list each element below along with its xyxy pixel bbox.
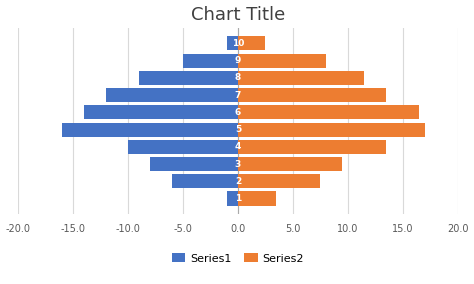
Bar (128, 140, 238, 154)
Bar (238, 88, 386, 102)
Text: 4: 4 (235, 142, 241, 151)
Bar (139, 71, 238, 85)
Bar (238, 140, 386, 154)
Text: 9: 9 (235, 56, 241, 65)
Bar (238, 71, 365, 85)
Text: 10: 10 (232, 39, 244, 48)
Text: 6: 6 (235, 108, 241, 117)
Bar (238, 157, 342, 171)
Bar (238, 105, 419, 119)
Bar (238, 54, 326, 68)
Bar (238, 191, 276, 206)
Bar (238, 122, 425, 137)
Text: 7: 7 (235, 91, 241, 100)
Bar (172, 174, 238, 188)
Bar (238, 174, 320, 188)
Bar (84, 105, 238, 119)
Text: 5: 5 (235, 125, 241, 134)
Bar (150, 157, 238, 171)
Text: 2: 2 (235, 177, 241, 186)
Bar (227, 36, 238, 51)
Title: Chart Title: Chart Title (191, 6, 285, 24)
Text: 8: 8 (235, 73, 241, 82)
Legend: Series1, Series2: Series1, Series2 (167, 249, 308, 268)
Bar (62, 122, 238, 137)
Text: 1: 1 (235, 194, 241, 203)
Bar (183, 54, 238, 68)
Bar (106, 88, 238, 102)
Bar (227, 191, 238, 206)
Bar (238, 36, 265, 51)
Text: 3: 3 (235, 160, 241, 168)
